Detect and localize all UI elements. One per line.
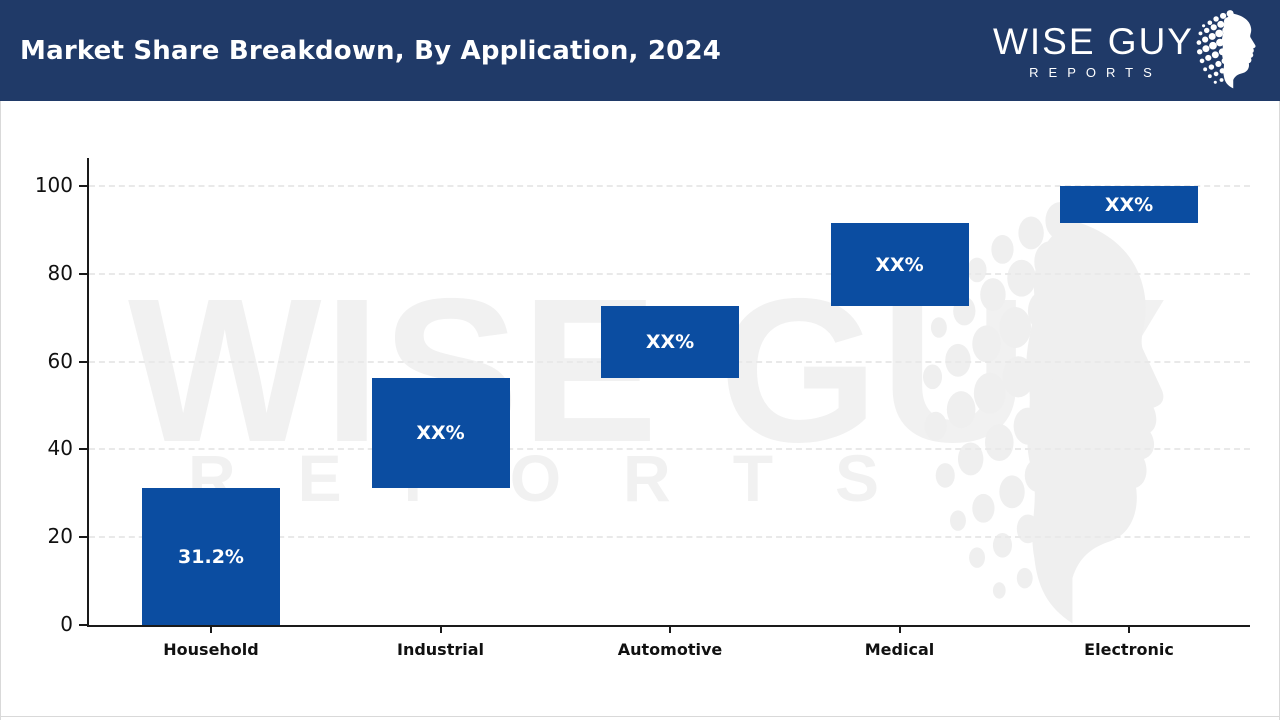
y-tick-label: 80 xyxy=(47,260,73,285)
x-tick-label: Industrial xyxy=(396,640,484,659)
frame-border-left xyxy=(0,101,1,720)
logo-reports-text: REPORTS xyxy=(1029,65,1162,80)
header-bar: Market Share Breakdown, By Application, … xyxy=(0,0,1280,101)
bar-household: 31.2% xyxy=(142,488,280,625)
gridline xyxy=(89,272,1250,275)
y-tick-label: 100 xyxy=(34,173,73,197)
bar-automotive: XX% xyxy=(601,306,739,379)
bar-value-label: XX% xyxy=(1104,193,1154,216)
y-tick-mark xyxy=(79,360,88,363)
gridline xyxy=(89,185,1250,187)
x-tick-mark xyxy=(898,625,901,633)
gridline xyxy=(89,448,1250,451)
x-tick-mark xyxy=(669,625,671,633)
x-axis-line xyxy=(87,625,1250,627)
bar-value-label: XX% xyxy=(645,331,695,354)
wise-guy-reports-logo: WISE GUY REPORTS xyxy=(993,9,1266,93)
bar-value-label: XX% xyxy=(416,422,465,445)
y-tick-label: 40 xyxy=(47,436,73,461)
y-tick-label: 20 xyxy=(47,524,73,549)
y-tick-mark xyxy=(79,448,88,451)
y-tick-mark xyxy=(79,624,88,626)
x-tick-label: Automotive xyxy=(617,640,723,659)
x-tick-label: Electronic xyxy=(1084,640,1174,659)
x-tick-label: Medical xyxy=(864,640,935,659)
y-tick-mark xyxy=(79,536,88,539)
chart-title: Market Share Breakdown, By Application, … xyxy=(20,35,722,66)
x-tick-mark xyxy=(439,625,442,633)
y-tick-mark xyxy=(79,272,88,275)
bar-value-label: 31.2% xyxy=(178,545,244,568)
logo-text: WISE GUY REPORTS xyxy=(993,20,1194,82)
frame-border-bottom xyxy=(0,716,1280,717)
y-tick-mark xyxy=(79,185,88,187)
y-tick-label: 0 xyxy=(60,612,73,636)
logo-face-icon xyxy=(1196,10,1256,89)
bar-industrial: XX% xyxy=(371,378,510,489)
bar-medical: XX% xyxy=(830,223,969,307)
logo-brand-text: WISE GUY xyxy=(992,21,1194,62)
x-tick-mark xyxy=(1128,625,1130,633)
x-tick-mark xyxy=(210,625,212,633)
y-axis-line xyxy=(87,158,89,627)
y-tick-label: 60 xyxy=(47,348,73,373)
bar-electronic: XX% xyxy=(1060,186,1198,224)
gridline xyxy=(89,536,1250,539)
bar-value-label: XX% xyxy=(875,253,924,276)
x-tick-label: Household xyxy=(163,640,259,659)
